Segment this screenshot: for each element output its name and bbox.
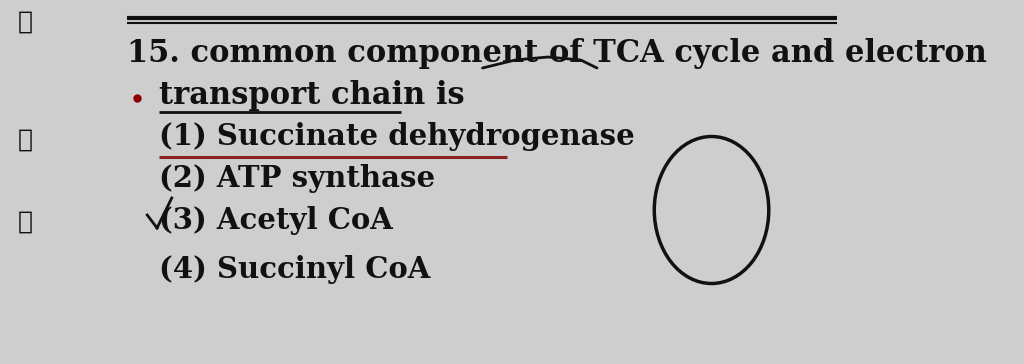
Text: 15. common component of TCA cycle and electron: 15. common component of TCA cycle and el… — [127, 38, 987, 69]
Text: (3) Acetyl CoA: (3) Acetyl CoA — [160, 206, 393, 235]
Text: (1) Succinate dehydrogenase: (1) Succinate dehydrogenase — [160, 122, 635, 151]
Text: (4) Succinyl CoA: (4) Succinyl CoA — [160, 255, 431, 284]
Text: (2) ATP synthase: (2) ATP synthase — [160, 164, 435, 193]
Text: transport chain is: transport chain is — [160, 80, 465, 111]
Text: ज: ज — [18, 10, 33, 34]
Text: ज: ज — [18, 210, 33, 234]
Text: ज: ज — [18, 128, 33, 152]
